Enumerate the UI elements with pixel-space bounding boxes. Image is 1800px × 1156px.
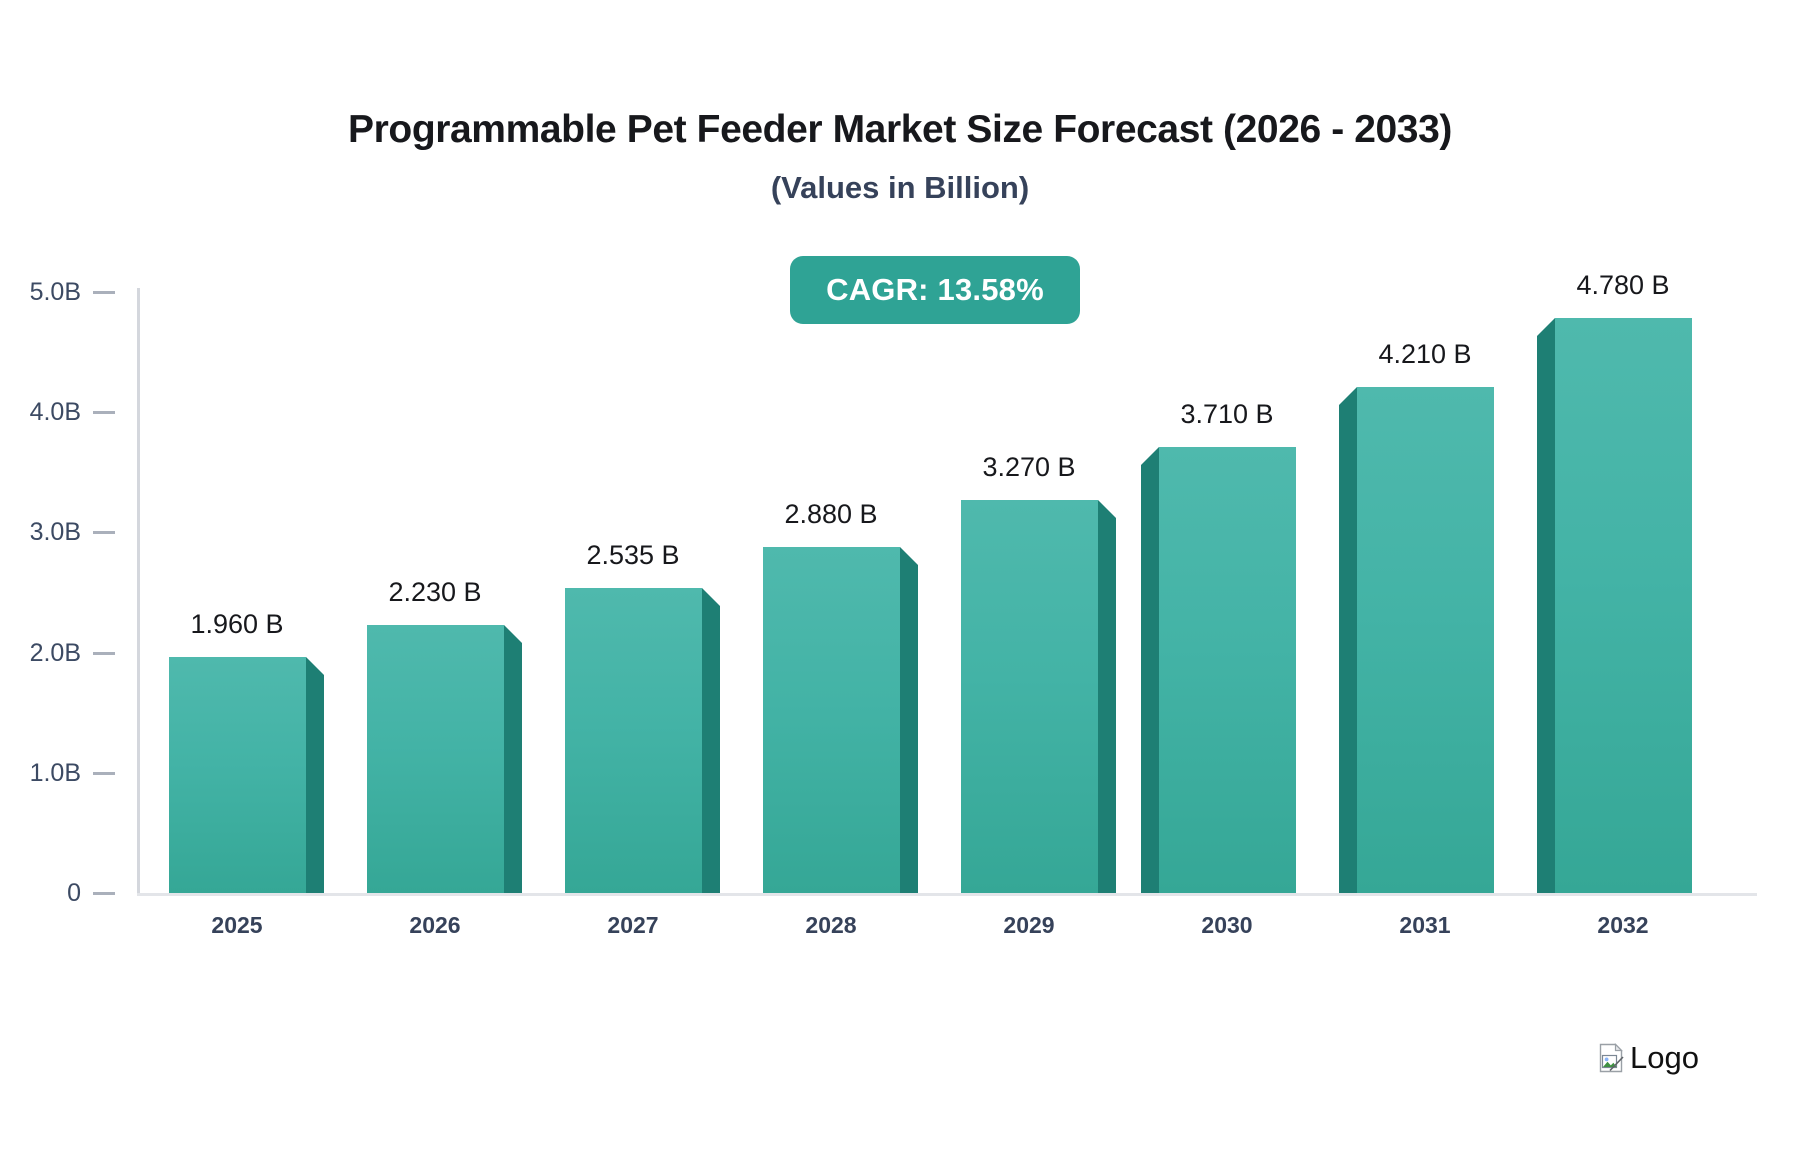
y-axis-tick: 1.0B <box>0 758 137 788</box>
y-axis-tick-mark <box>93 291 115 294</box>
y-axis-tick-mark <box>93 771 115 775</box>
x-axis-tick-label: 2025 <box>211 912 263 938</box>
y-axis-tick: 2.0B <box>0 638 137 668</box>
bar-top-bevel <box>1140 447 1159 466</box>
bar-value-label: 1.960 B <box>190 609 284 640</box>
y-axis-tick-label: 5.0B <box>29 278 81 306</box>
bar-value-label: 2.535 B <box>586 540 680 571</box>
bar-side-face <box>701 606 720 893</box>
bar-value-label: 2.880 B <box>784 498 878 529</box>
bar-face <box>366 624 504 893</box>
y-axis-tick-mark <box>93 411 115 415</box>
bar-face <box>1158 447 1296 893</box>
bar-top-bevel <box>1536 318 1555 337</box>
x-axis-tick-label: 2029 <box>1003 912 1055 938</box>
chart-title: Programmable Pet Feeder Market Size Fore… <box>348 108 1452 151</box>
y-axis-tick-label: 3.0B <box>29 518 81 547</box>
y-axis-tick: 0 <box>0 878 137 908</box>
bar <box>564 588 720 893</box>
bar-face <box>1356 386 1494 893</box>
bar-top-bevel <box>503 624 522 643</box>
y-axis-tick-mark <box>93 892 115 895</box>
bar-face <box>1554 318 1692 893</box>
broken-image-icon <box>1598 1043 1628 1073</box>
y-axis-line <box>137 288 140 895</box>
bar-value-label: 2.230 B <box>388 576 482 607</box>
bar-side-face <box>899 564 918 893</box>
bar <box>168 657 324 893</box>
x-axis-tick-label: 2030 <box>1201 912 1253 938</box>
bar-face <box>564 588 702 893</box>
logo-text: Logo <box>1630 1040 1699 1075</box>
bar <box>960 499 1116 893</box>
bar-side-face <box>305 675 324 893</box>
y-axis-tick-label: 0 <box>67 879 81 907</box>
bar <box>1338 386 1494 893</box>
bar-top-bevel <box>305 657 324 676</box>
bar-face <box>168 657 306 893</box>
bar-top-bevel <box>899 546 918 565</box>
bar-face <box>762 546 900 893</box>
bar-value-label: 4.210 B <box>1378 338 1472 369</box>
bar <box>1140 447 1296 893</box>
x-axis-tick-label: 2031 <box>1399 912 1451 938</box>
bar-side-face <box>1536 336 1555 893</box>
bar-side-face <box>1338 404 1357 893</box>
bar-top-bevel <box>701 588 720 607</box>
y-axis-tick-mark <box>93 651 115 655</box>
logo-placeholder: Logo <box>1598 1040 1699 1075</box>
bar-face <box>960 499 1098 893</box>
bar-side-face <box>1097 517 1116 893</box>
y-axis-tick-label: 4.0B <box>29 398 81 427</box>
bar-side-face <box>503 642 522 893</box>
x-axis-tick-label: 2028 <box>805 912 857 938</box>
bar <box>1536 318 1692 893</box>
bar <box>762 546 918 893</box>
y-axis-tick: 5.0B <box>0 277 137 307</box>
bar-top-bevel <box>1097 499 1116 518</box>
x-axis-tick-label: 2026 <box>409 912 461 938</box>
y-axis-tick-label: 1.0B <box>29 758 81 787</box>
chart-subtitle: (Values in Billion) <box>770 170 1030 205</box>
bar-side-face <box>1140 465 1159 893</box>
bar-top-bevel <box>1338 386 1357 405</box>
x-axis-line <box>137 893 1757 896</box>
cagr-badge: CAGR: 13.58% <box>790 256 1080 324</box>
bar <box>366 624 522 893</box>
x-axis-tick-label: 2027 <box>607 912 659 938</box>
bar-value-label: 3.270 B <box>982 451 1076 482</box>
bar-value-label: 3.710 B <box>1180 399 1274 430</box>
x-axis-tick-label: 2032 <box>1597 912 1649 938</box>
y-axis-tick-label: 2.0B <box>29 638 81 667</box>
y-axis-tick: 4.0B <box>0 397 137 427</box>
y-axis-tick: 3.0B <box>0 517 137 547</box>
bar-value-label: 4.780 B <box>1576 270 1670 301</box>
y-axis-tick-mark <box>93 531 115 535</box>
